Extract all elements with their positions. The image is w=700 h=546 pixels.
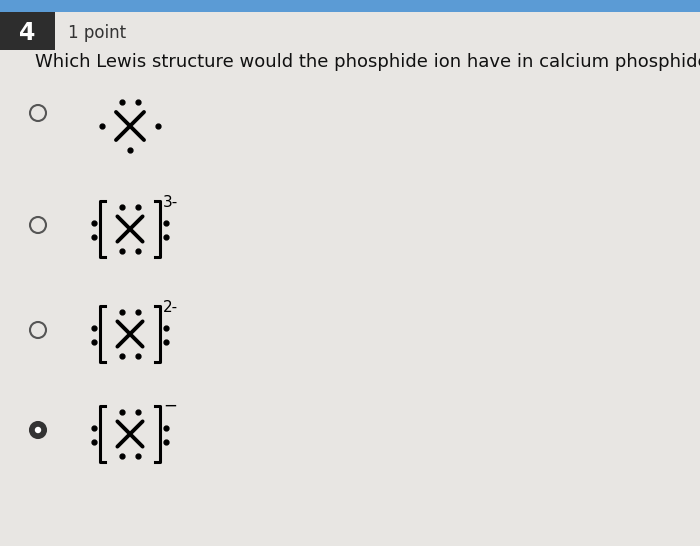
Text: 2-: 2- [163, 300, 178, 315]
Bar [0, 0, 700, 12]
Text: Which Lewis structure would the phosphide ion have in calcium phosphide?: Which Lewis structure would the phosphid… [35, 53, 700, 71]
Text: 3-: 3- [163, 195, 179, 210]
Circle shape [30, 422, 46, 438]
Text: 4: 4 [19, 21, 35, 45]
Bar [0, 12, 55, 50]
Text: −: − [163, 397, 177, 415]
Circle shape [35, 427, 41, 433]
Text: 1 point: 1 point [68, 24, 126, 42]
